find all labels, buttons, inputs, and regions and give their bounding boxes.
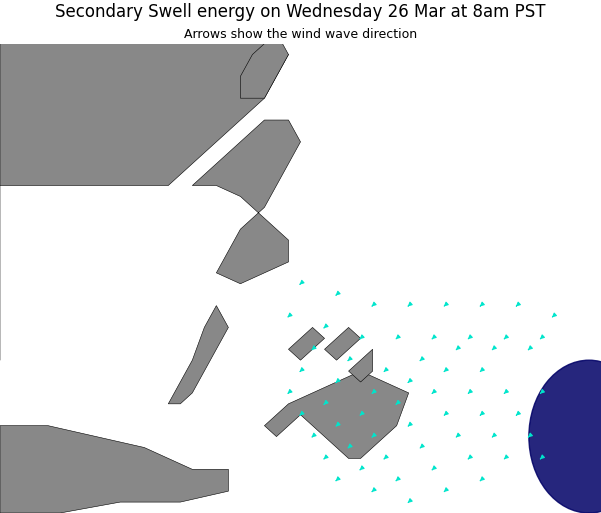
Polygon shape — [264, 371, 409, 459]
Polygon shape — [325, 327, 361, 360]
Text: Secondary Swell energy on Wednesday 26 Mar at 8am PST: Secondary Swell energy on Wednesday 26 M… — [55, 3, 546, 21]
Polygon shape — [0, 426, 228, 513]
Polygon shape — [349, 349, 373, 382]
Polygon shape — [288, 327, 325, 360]
Ellipse shape — [529, 360, 601, 513]
Polygon shape — [0, 33, 288, 186]
Polygon shape — [192, 120, 300, 284]
Polygon shape — [240, 33, 288, 98]
Text: Arrows show the wind wave direction: Arrows show the wind wave direction — [184, 28, 417, 41]
Polygon shape — [168, 306, 228, 404]
